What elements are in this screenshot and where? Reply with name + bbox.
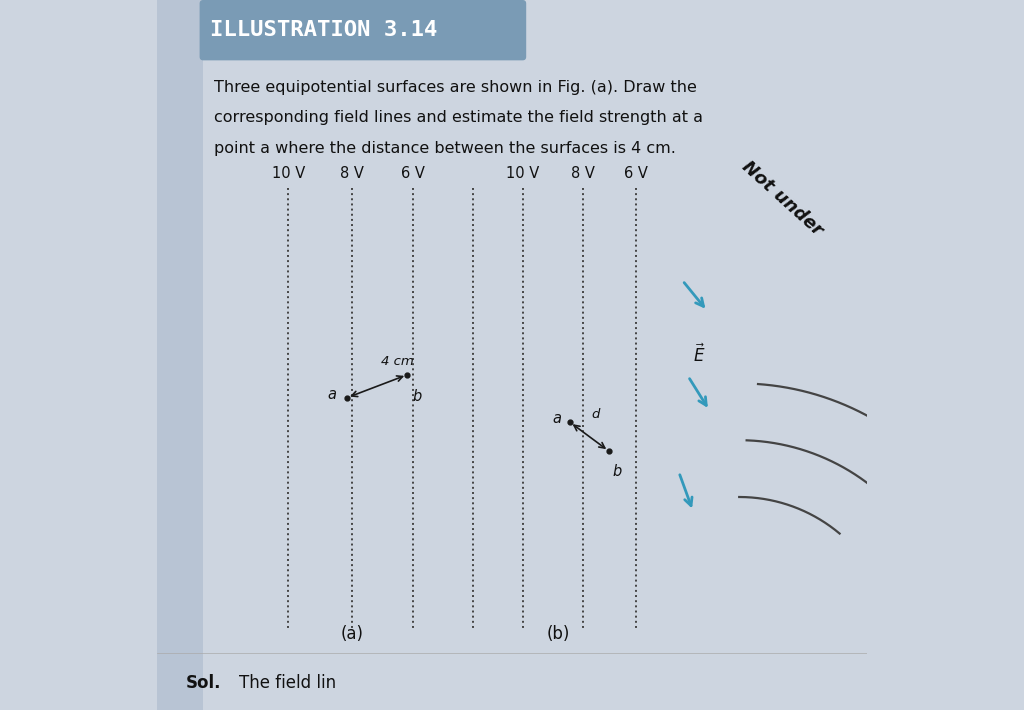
Text: b: b <box>413 389 422 404</box>
Text: b: b <box>612 464 622 479</box>
Text: The field lin: The field lin <box>239 674 336 692</box>
Text: (b): (b) <box>547 625 569 643</box>
Text: ILLUSTRATION 3.14: ILLUSTRATION 3.14 <box>210 20 437 40</box>
Text: a: a <box>328 386 337 402</box>
Text: Not under: Not under <box>738 158 825 240</box>
Text: 8 V: 8 V <box>571 166 595 181</box>
Text: 8 V: 8 V <box>340 166 365 181</box>
Bar <box>157 0 203 710</box>
FancyBboxPatch shape <box>200 0 526 60</box>
Text: (a): (a) <box>341 625 364 643</box>
Text: Sol.: Sol. <box>185 674 221 692</box>
Text: $\vec{E}$: $\vec{E}$ <box>693 344 706 366</box>
Text: a: a <box>553 411 562 427</box>
Text: 4 cm: 4 cm <box>381 356 414 368</box>
Text: point a where the distance between the surfaces is 4 cm.: point a where the distance between the s… <box>214 141 676 155</box>
Text: 6 V: 6 V <box>400 166 425 181</box>
Text: corresponding field lines and estimate the field strength at a: corresponding field lines and estimate t… <box>214 110 702 125</box>
Text: d: d <box>592 408 600 421</box>
Text: Three equipotential surfaces are shown in Fig. (a). Draw the: Three equipotential surfaces are shown i… <box>214 80 696 94</box>
Text: 10 V: 10 V <box>506 166 540 181</box>
Text: 10 V: 10 V <box>271 166 305 181</box>
Text: 6 V: 6 V <box>625 166 648 181</box>
